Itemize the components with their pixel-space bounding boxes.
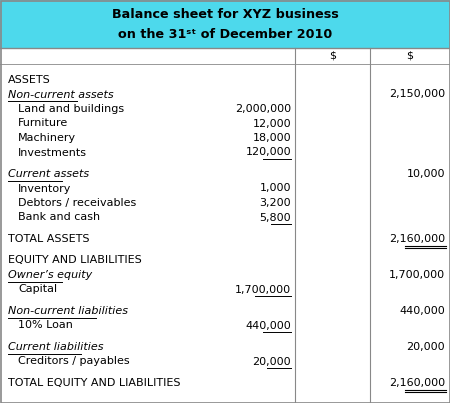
Text: 440,000: 440,000 <box>245 320 291 330</box>
Text: 3,200: 3,200 <box>259 198 291 208</box>
Text: Inventory: Inventory <box>18 183 72 193</box>
Text: on the 31ˢᵗ of December 2010: on the 31ˢᵗ of December 2010 <box>118 28 332 41</box>
Text: 20,000: 20,000 <box>252 357 291 366</box>
Text: Capital: Capital <box>18 285 57 295</box>
Text: Machinery: Machinery <box>18 133 76 143</box>
Text: Current assets: Current assets <box>8 169 89 179</box>
Text: Balance sheet for XYZ business: Balance sheet for XYZ business <box>112 8 338 21</box>
Text: Non-current liabilities: Non-current liabilities <box>8 306 128 316</box>
Text: 1,700,000: 1,700,000 <box>389 270 445 280</box>
Text: 12,000: 12,000 <box>252 118 291 129</box>
Text: TOTAL ASSETS: TOTAL ASSETS <box>8 234 90 244</box>
Text: $: $ <box>406 51 414 61</box>
Text: Furniture: Furniture <box>18 118 68 129</box>
Text: Bank and cash: Bank and cash <box>18 212 100 222</box>
Text: Land and buildings: Land and buildings <box>18 104 124 114</box>
Text: Non-current assets: Non-current assets <box>8 89 113 100</box>
Text: Debtors / receivables: Debtors / receivables <box>18 198 136 208</box>
Text: 1,700,000: 1,700,000 <box>235 285 291 295</box>
Text: 10% Loan: 10% Loan <box>18 320 73 330</box>
Text: Owner’s equity: Owner’s equity <box>8 270 92 280</box>
Text: $: $ <box>329 51 336 61</box>
Text: 2,160,000: 2,160,000 <box>389 234 445 244</box>
Text: 18,000: 18,000 <box>252 133 291 143</box>
Text: Creditors / payables: Creditors / payables <box>18 357 130 366</box>
Text: 120,000: 120,000 <box>245 147 291 158</box>
Text: Investments: Investments <box>18 147 87 158</box>
Text: TOTAL EQUITY AND LIABILITIES: TOTAL EQUITY AND LIABILITIES <box>8 378 180 388</box>
Text: 440,000: 440,000 <box>399 306 445 316</box>
Text: 10,000: 10,000 <box>406 169 445 179</box>
Text: 20,000: 20,000 <box>406 342 445 352</box>
Text: EQUITY AND LIABILITIES: EQUITY AND LIABILITIES <box>8 256 142 266</box>
Text: Current liabilities: Current liabilities <box>8 342 104 352</box>
Text: 2,150,000: 2,150,000 <box>389 89 445 100</box>
Text: 2,160,000: 2,160,000 <box>389 378 445 388</box>
Text: 1,000: 1,000 <box>260 183 291 193</box>
Text: 5,800: 5,800 <box>259 212 291 222</box>
Text: ASSETS: ASSETS <box>8 75 51 85</box>
Text: 2,000,000: 2,000,000 <box>235 104 291 114</box>
Bar <box>0 0 450 48</box>
